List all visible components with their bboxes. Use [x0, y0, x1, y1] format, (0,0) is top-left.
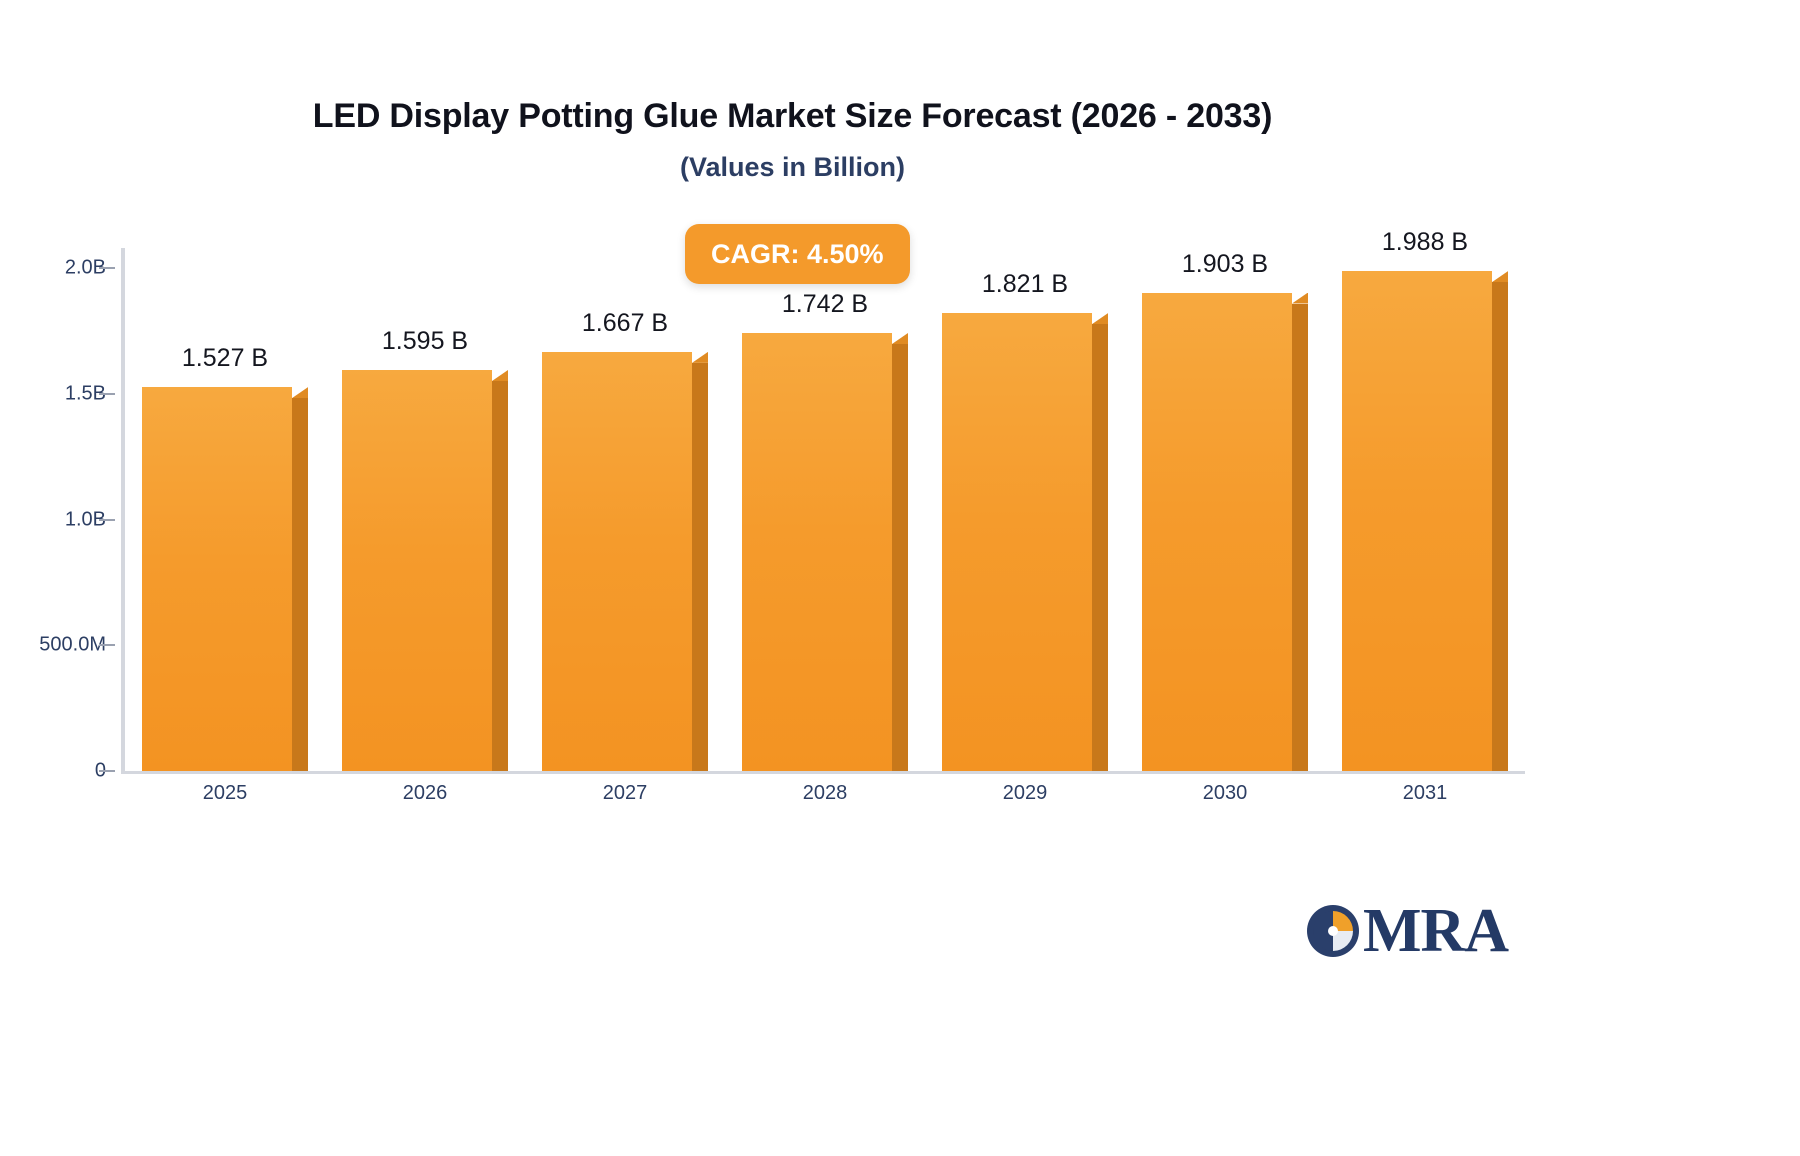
y-axis-tick-label: 1.5B [64, 382, 106, 405]
bar-top-bevel [692, 351, 708, 363]
chart-header: LED Display Potting Glue Market Size For… [0, 96, 1585, 183]
bar-side-face [1092, 324, 1108, 771]
bar-side-face [692, 362, 708, 771]
x-axis-tick-label: 2029 [1002, 782, 1048, 804]
bar-side-face [892, 344, 908, 771]
bar-group[interactable]: 1.821 B [942, 248, 1108, 771]
y-axis-tick-mark [99, 770, 115, 772]
bar-value-label: 1.821 B [981, 270, 1069, 299]
bar-top-bevel [1092, 313, 1108, 325]
y-axis-tick-mark [99, 267, 115, 270]
bar-group[interactable]: 1.667 B [542, 248, 708, 771]
bar-group[interactable]: 1.988 B [1342, 228, 1508, 771]
bar-face[interactable] [1142, 292, 1292, 771]
y-axis-line [121, 248, 125, 773]
bar-side-face [292, 398, 308, 771]
y-axis-tick-mark [99, 392, 115, 395]
logo-wordmark: MRA [1363, 897, 1509, 965]
brand-logo: MRA [1305, 897, 1509, 965]
bar-value-label: 1.903 B [1181, 249, 1269, 278]
x-axis-tick-label: 2026 [402, 782, 448, 804]
bar-face[interactable] [1342, 271, 1492, 771]
bar-top-bevel [492, 369, 508, 381]
bar-face[interactable] [942, 313, 1092, 771]
y-axis-tick-mark [99, 644, 115, 647]
bar-group[interactable]: 1.903 B [1142, 248, 1308, 771]
bar-value-label: 1.742 B [781, 290, 869, 318]
x-axis-tick-label: 2031 [1402, 782, 1448, 804]
x-axis-tick-label: 2028 [802, 782, 848, 804]
y-axis-tick-mark [99, 518, 115, 521]
logo-mark-icon [1305, 903, 1361, 959]
y-axis-tick-label: 500.0M [39, 633, 106, 656]
x-axis-tick-label: 2025 [202, 782, 248, 804]
bar-series: 1.527 B 1.595 B 1.667 B 1.742 B 1.821 B 1.903… [125, 228, 1525, 771]
bar-side-face [1492, 282, 1508, 771]
bar-value-label: 1.667 B [581, 308, 669, 337]
bar-side-face [492, 380, 508, 771]
bar-face[interactable] [342, 369, 492, 771]
bar-group[interactable]: 1.527 B [142, 248, 308, 771]
bar-top-bevel [1292, 292, 1308, 304]
chart-title: LED Display Potting Glue Market Size For… [312, 97, 1273, 135]
x-axis-tick-label: 2030 [1202, 782, 1248, 804]
y-axis-tick-label: 1.0B [64, 508, 106, 531]
bar-value-label: 1.988 B [1381, 228, 1469, 257]
x-axis-line [121, 771, 1525, 774]
bar-face[interactable] [142, 387, 292, 771]
bar-group[interactable]: 1.595 B [342, 248, 508, 771]
bar-value-label: 1.595 B [381, 326, 469, 355]
bar-face[interactable] [542, 351, 692, 771]
x-axis-tick-label: 2027 [602, 782, 648, 804]
bar-top-bevel [292, 387, 308, 399]
bar-top-bevel [1492, 271, 1508, 283]
bar-side-face [1292, 303, 1308, 771]
bar-face[interactable] [742, 333, 892, 771]
cagr-badge: CAGR: 4.50% [685, 224, 910, 284]
cagr-badge-label: CAGR: 4.50% [711, 238, 884, 269]
bar-group[interactable]: 1.742 B [742, 248, 908, 771]
bar-top-bevel [892, 333, 908, 344]
bar-value-label: 1.527 B [181, 344, 269, 373]
chart-subtitle: (Values in Billion) [679, 151, 906, 182]
y-axis-tick-label: 2.0B [64, 256, 106, 279]
